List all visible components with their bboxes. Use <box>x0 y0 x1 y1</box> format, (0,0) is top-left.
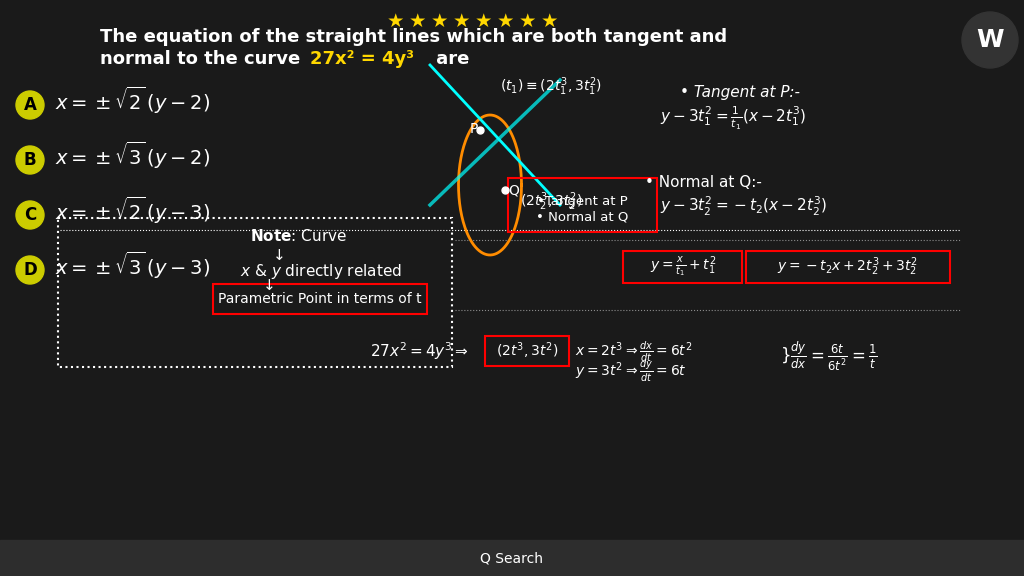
Text: The equation of the straight lines which are both tangent and: The equation of the straight lines which… <box>100 28 727 46</box>
Text: $x = \pm\sqrt{2}\,(y-3)$: $x = \pm\sqrt{2}\,(y-3)$ <box>55 195 210 226</box>
Text: $y = 3t^2 \Rightarrow \frac{dy}{dt} = 6t$: $y = 3t^2 \Rightarrow \frac{dy}{dt} = 6t… <box>575 358 687 384</box>
Text: • Normal at Q:-: • Normal at Q:- <box>645 175 762 190</box>
Text: •Tangent at P: •Tangent at P <box>537 195 628 208</box>
Circle shape <box>16 91 44 119</box>
Circle shape <box>16 146 44 174</box>
Text: ★: ★ <box>541 12 558 31</box>
Text: ★: ★ <box>386 12 403 31</box>
Text: D: D <box>24 261 37 279</box>
Text: $(2t_2^3, 3t_2^2)$: $(2t_2^3, 3t_2^2)$ <box>520 190 583 213</box>
Text: $x = 2t^3 \Rightarrow \frac{dx}{dt} = 6t^2$: $x = 2t^3 \Rightarrow \frac{dx}{dt} = 6t… <box>575 340 692 365</box>
Text: C: C <box>24 206 36 224</box>
Text: normal to the curve: normal to the curve <box>100 50 306 68</box>
Text: $\} \frac{dy}{dx} = \frac{6t}{6t^2} = \frac{1}{t}$: $\} \frac{dy}{dx} = \frac{6t}{6t^2} = \f… <box>780 340 878 373</box>
Text: $x = \pm\sqrt{2}\,(y-2)$: $x = \pm\sqrt{2}\,(y-2)$ <box>55 85 210 116</box>
Text: B: B <box>24 151 36 169</box>
Text: 27x² = 4y³: 27x² = 4y³ <box>310 50 414 68</box>
Text: $\downarrow$: $\downarrow$ <box>270 248 285 263</box>
Circle shape <box>16 201 44 229</box>
Text: $(2t^3, 3t^2)$: $(2t^3, 3t^2)$ <box>496 340 558 361</box>
Text: Parametric Point in terms of t: Parametric Point in terms of t <box>218 292 422 306</box>
Text: $y - 3t_1^2 = \frac{1}{t_1}(x - 2t_1^3)$: $y - 3t_1^2 = \frac{1}{t_1}(x - 2t_1^3)$ <box>660 105 807 132</box>
Text: • Tangent at P:-: • Tangent at P:- <box>680 85 800 100</box>
Bar <box>0 540 1024 576</box>
Text: $\mathbf{Note}$: Curve: $\mathbf{Note}$: Curve <box>250 228 347 244</box>
Text: $x$ & $y$ directly related: $x$ & $y$ directly related <box>240 262 401 281</box>
Text: Q: Q <box>508 183 519 197</box>
Text: $27x^2 = 4y^3 \Rightarrow$: $27x^2 = 4y^3 \Rightarrow$ <box>370 340 469 362</box>
Text: ★: ★ <box>453 12 470 31</box>
Text: ★: ★ <box>409 12 426 31</box>
Circle shape <box>16 256 44 284</box>
Text: ★: ★ <box>518 12 536 31</box>
Text: $\downarrow$: $\downarrow$ <box>260 278 274 293</box>
Text: are: are <box>430 50 469 68</box>
Text: ★: ★ <box>474 12 492 31</box>
Text: $(t_1)\equiv(2t_1^3, 3t_1^2)$: $(t_1)\equiv(2t_1^3, 3t_1^2)$ <box>500 75 602 97</box>
Text: $y - 3t_2^2 = -t_2(x - 2t_2^3)$: $y - 3t_2^2 = -t_2(x - 2t_2^3)$ <box>660 195 827 218</box>
Text: $x = \pm\sqrt{3}\,(y-2)$: $x = \pm\sqrt{3}\,(y-2)$ <box>55 139 210 170</box>
Text: Q Search: Q Search <box>480 551 544 565</box>
Text: ★: ★ <box>497 12 514 31</box>
Text: P: P <box>470 122 478 136</box>
Circle shape <box>962 12 1018 68</box>
Text: $y = \frac{x}{t_1} + t_1^2$: $y = \frac{x}{t_1} + t_1^2$ <box>650 255 716 279</box>
Text: ★: ★ <box>430 12 447 31</box>
Text: $y = -t_2 x + 2t_2^3 + 3t_2^2$: $y = -t_2 x + 2t_2^3 + 3t_2^2$ <box>777 256 919 278</box>
Text: W: W <box>976 28 1004 52</box>
Text: • Normal at Q: • Normal at Q <box>536 210 628 223</box>
Text: $x = \pm\sqrt{3}\,(y-3)$: $x = \pm\sqrt{3}\,(y-3)$ <box>55 249 210 281</box>
Text: A: A <box>24 96 37 114</box>
